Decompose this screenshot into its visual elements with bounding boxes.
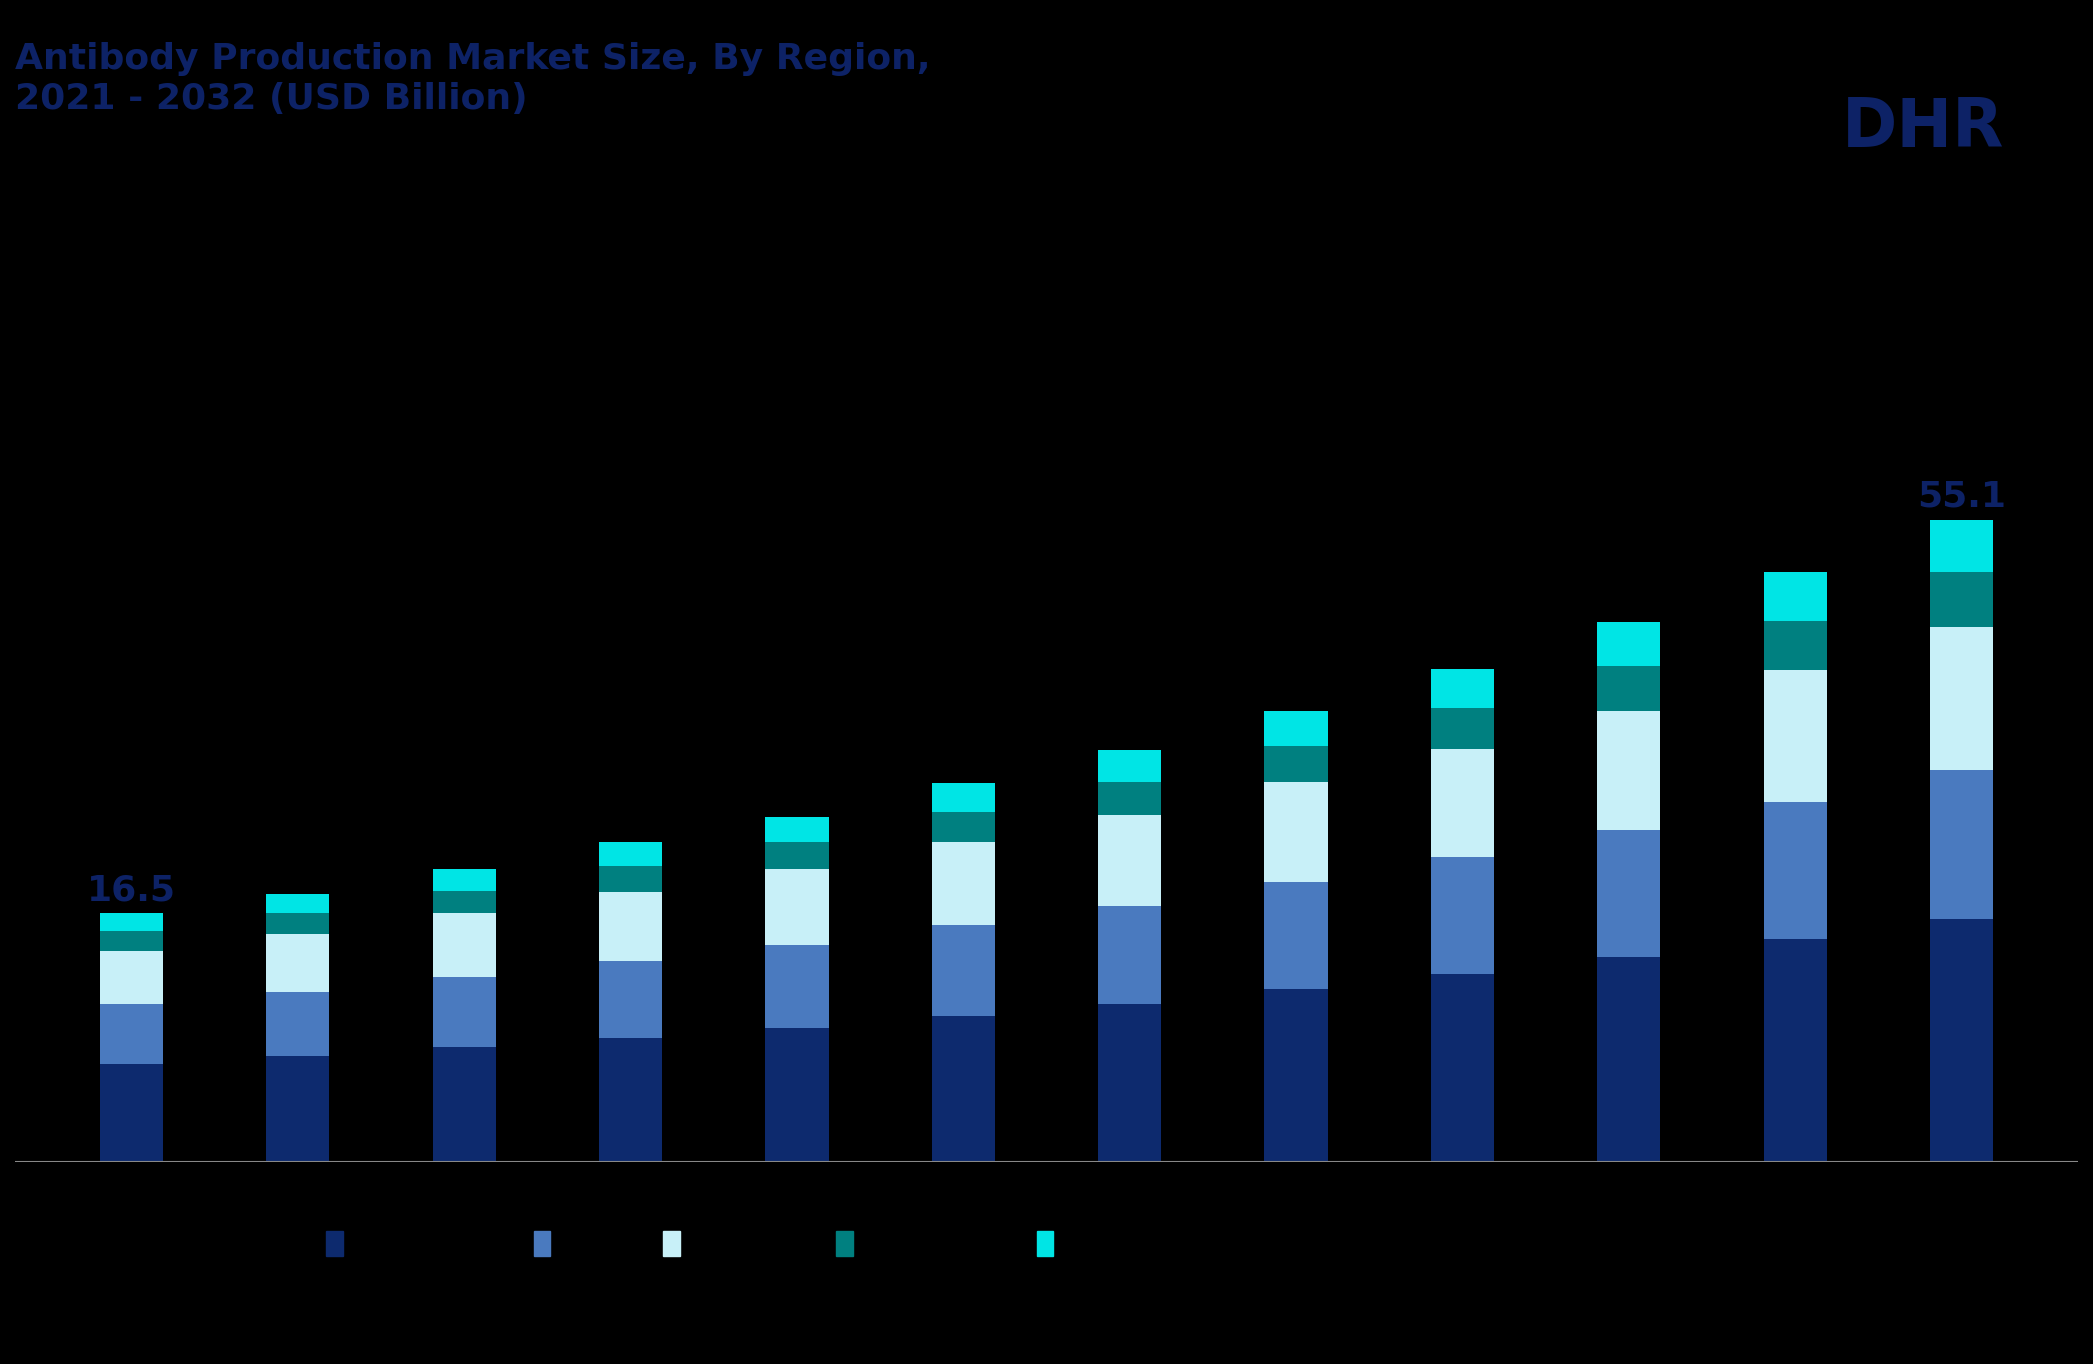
Bar (1264, 989, 1327, 1162)
Bar (931, 783, 994, 812)
Bar (1432, 708, 1494, 749)
Bar (433, 869, 496, 891)
Bar (1764, 670, 1827, 802)
Bar (1264, 782, 1327, 881)
Bar (599, 843, 661, 866)
Bar (1597, 711, 1660, 831)
Bar (931, 925, 994, 1016)
Bar (766, 1028, 829, 1162)
Bar (1264, 711, 1327, 746)
Bar (100, 1004, 163, 1064)
Bar (433, 1048, 496, 1162)
Bar (1099, 782, 1162, 816)
Bar (1597, 958, 1660, 1162)
Bar (766, 945, 829, 1028)
Bar (1432, 749, 1494, 858)
Bar (433, 891, 496, 913)
Bar (1264, 881, 1327, 989)
Bar (931, 843, 994, 925)
Bar (266, 992, 329, 1057)
Bar (931, 1016, 994, 1162)
Bar (100, 913, 163, 932)
Bar (931, 812, 994, 843)
Bar (433, 977, 496, 1048)
Bar (766, 817, 829, 843)
Text: Antibody Production Market Size, By Region,
2021 - 2032 (USD Billion): Antibody Production Market Size, By Regi… (15, 42, 931, 116)
Legend: North America, Europe, Asia Pacific, Latin America, Middle East & Africa: North America, Europe, Asia Pacific, Lat… (318, 1222, 1279, 1264)
Bar (1597, 831, 1660, 958)
Bar (100, 932, 163, 951)
Bar (766, 843, 829, 869)
Bar (266, 1057, 329, 1162)
Bar (1764, 621, 1827, 670)
Bar (100, 1064, 163, 1162)
Bar (1764, 938, 1827, 1162)
Bar (1930, 520, 1993, 573)
Bar (766, 869, 829, 945)
Bar (433, 913, 496, 977)
Text: 16.5: 16.5 (88, 873, 176, 907)
Bar (1432, 858, 1494, 974)
Bar (1099, 816, 1162, 906)
Text: 55.1: 55.1 (1917, 480, 2005, 513)
Bar (1930, 769, 1993, 919)
Bar (599, 866, 661, 892)
Bar (1432, 668, 1494, 708)
Bar (266, 893, 329, 913)
Bar (1597, 666, 1660, 711)
Bar (1930, 573, 1993, 626)
Bar (599, 962, 661, 1038)
Bar (1764, 573, 1827, 621)
Bar (1099, 906, 1162, 1004)
Bar (1264, 746, 1327, 782)
Bar (1930, 626, 1993, 769)
Bar (1099, 750, 1162, 782)
Bar (1432, 974, 1494, 1162)
Bar (599, 1038, 661, 1162)
Bar (266, 934, 329, 992)
Bar (599, 892, 661, 962)
Bar (1099, 1004, 1162, 1162)
Bar (1930, 919, 1993, 1162)
Bar (100, 951, 163, 1004)
Bar (1597, 622, 1660, 666)
Text: DHR: DHR (1842, 95, 2005, 161)
Bar (1764, 802, 1827, 938)
Bar (266, 913, 329, 934)
